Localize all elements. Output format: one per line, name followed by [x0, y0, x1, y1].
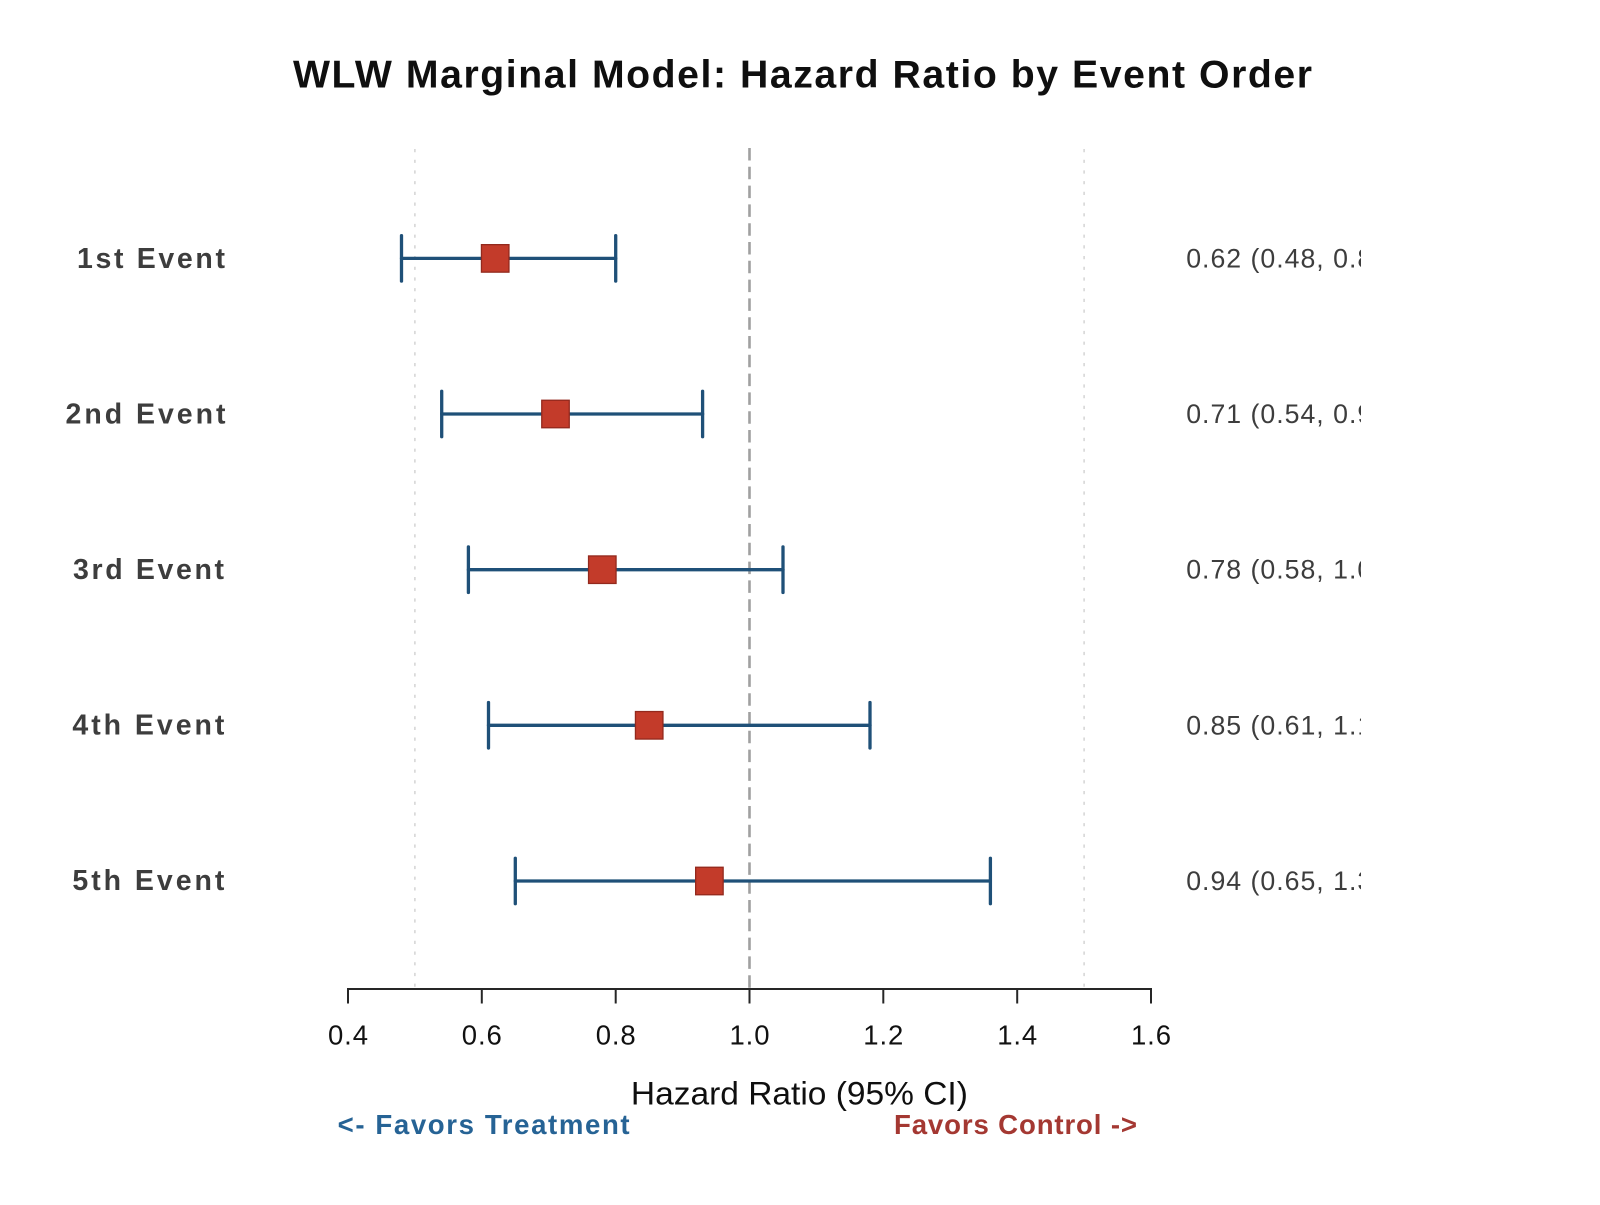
svg-text:0.94 (0.65, 1.36): 0.94 (0.65, 1.36): [1186, 866, 1398, 896]
svg-text:0.8: 0.8: [596, 1020, 636, 1051]
svg-text:5th Event: 5th Event: [72, 865, 225, 897]
svg-text:2nd Event: 2nd Event: [66, 399, 227, 431]
svg-text:0.78 (0.58, 1.05): 0.78 (0.58, 1.05): [1186, 555, 1398, 585]
svg-text:1.0: 1.0: [730, 1020, 770, 1051]
svg-text:1.2: 1.2: [863, 1020, 903, 1051]
svg-text:1.6: 1.6: [1131, 1020, 1171, 1051]
svg-text:0.4: 0.4: [328, 1020, 368, 1051]
svg-text:0.71 (0.54, 0.93): 0.71 (0.54, 0.93): [1186, 399, 1398, 429]
svg-text:0.6: 0.6: [462, 1020, 502, 1051]
svg-text:1.4: 1.4: [997, 1020, 1037, 1051]
svg-text:3rd Event: 3rd Event: [73, 554, 225, 586]
svg-text:4th Event: 4th Event: [72, 710, 225, 742]
svg-text:WLW Marginal Model: Hazard Rat: WLW Marginal Model: Hazard Ratio by Even…: [293, 54, 1312, 97]
svg-text:1st Event: 1st Event: [77, 243, 226, 275]
svg-text:0.85 (0.61, 1.18): 0.85 (0.61, 1.18): [1186, 710, 1398, 740]
svg-text:Favors Control ->: Favors Control ->: [894, 1109, 1137, 1140]
svg-text:Hazard Ratio (95% CI): Hazard Ratio (95% CI): [631, 1075, 968, 1111]
svg-text:0.62 (0.48, 0.80): 0.62 (0.48, 0.80): [1186, 243, 1398, 273]
